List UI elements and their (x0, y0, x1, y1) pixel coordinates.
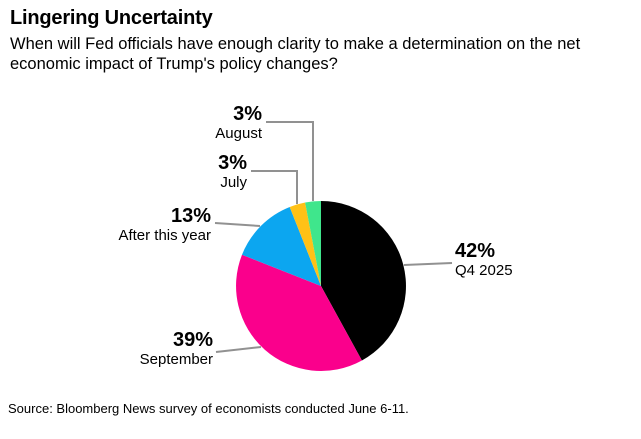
slice-pct-label: 42% (455, 240, 496, 262)
slice-pct-label: 13% (170, 205, 211, 227)
slice-pct-label: 39% (172, 329, 213, 351)
pie-slice-august (305, 201, 321, 286)
leader-line-july (251, 170, 298, 204)
slice-pct-label: 3% (218, 152, 247, 174)
source-note: Source: Bloomberg News survey of economi… (8, 401, 409, 416)
leader-line-after-this-year (214, 222, 261, 227)
pie-slice-july (289, 202, 321, 286)
pie-slice-q4-2025 (321, 201, 406, 361)
slice-category-label: After this year (118, 227, 211, 244)
leader-line-september (215, 346, 262, 353)
chart-title: Lingering Uncertainty (10, 7, 213, 29)
pie-plot (214, 121, 453, 371)
chart-subtitle: When will Fed officials have enough clar… (10, 35, 581, 73)
pie-slice-september (236, 254, 362, 371)
slice-callout-august: 3% August (215, 103, 262, 142)
pie-chart: 42% Q4 2025 39% September 13% After this year… (0, 95, 641, 395)
slice-callout-q4-2025: 42% Q4 2025 (455, 240, 513, 279)
slice-callout-july: 3% July (218, 152, 247, 191)
slice-callout-after-this-year: 13% After this year (118, 205, 211, 244)
leader-line-q4-2025 (403, 262, 453, 266)
slice-category-label: July (220, 174, 247, 191)
slice-category-label: Q4 2025 (455, 262, 513, 279)
slice-category-label: August (215, 125, 262, 142)
slice-category-label: September (139, 351, 213, 368)
slice-pct-label: 3% (233, 103, 262, 125)
slice-callout-september: 39% September (140, 329, 213, 368)
leader-line-august (266, 121, 314, 201)
pie-slice-after-this-year (242, 207, 321, 286)
